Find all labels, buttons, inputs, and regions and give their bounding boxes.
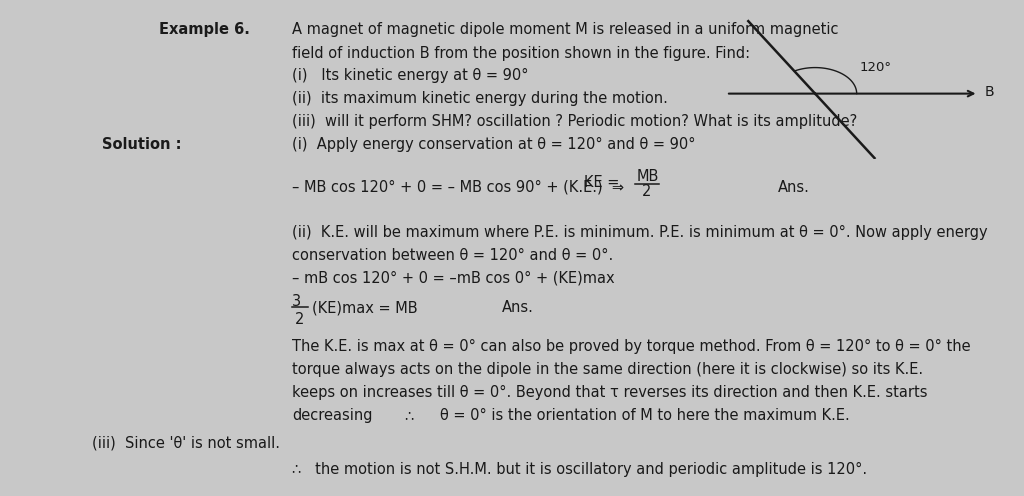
Text: field of induction B from the position shown in the figure. Find:: field of induction B from the position s… bbox=[292, 46, 750, 61]
Text: MB: MB bbox=[637, 169, 659, 184]
Text: 2: 2 bbox=[642, 184, 651, 198]
Text: (ii)  K.E. will be maximum where P.E. is minimum. P.E. is minimum at θ = 0°. Now: (ii) K.E. will be maximum where P.E. is … bbox=[292, 225, 987, 240]
Text: (iii)  Since 'θ' is not small.: (iii) Since 'θ' is not small. bbox=[92, 435, 281, 450]
Text: A magnet of magnetic dipole moment M is released in a uniform magnetic: A magnet of magnetic dipole moment M is … bbox=[292, 22, 839, 37]
Text: 3: 3 bbox=[292, 294, 301, 309]
Text: ∴: ∴ bbox=[404, 408, 414, 423]
Text: keeps on increases till θ = 0°. Beyond that τ reverses its direction and then K.: keeps on increases till θ = 0°. Beyond t… bbox=[292, 385, 928, 400]
Text: ∴   the motion is not S.H.M. but it is oscillatory and periodic amplitude is 120: ∴ the motion is not S.H.M. but it is osc… bbox=[292, 462, 867, 477]
Text: – MB cos 120° + 0 = – MB cos 90° + (K.E.)  ⇒: – MB cos 120° + 0 = – MB cos 90° + (K.E.… bbox=[292, 180, 624, 194]
Text: (ii)  its maximum kinetic energy during the motion.: (ii) its maximum kinetic energy during t… bbox=[292, 91, 668, 106]
Text: θ = 0° is the orientation of M to here the maximum K.E.: θ = 0° is the orientation of M to here t… bbox=[440, 408, 850, 423]
Text: (i)   Its kinetic energy at θ = 90°: (i) Its kinetic energy at θ = 90° bbox=[292, 68, 528, 83]
Text: conservation between θ = 120° and θ = 0°.: conservation between θ = 120° and θ = 0°… bbox=[292, 248, 613, 263]
Text: (i)  Apply energy conservation at θ = 120° and θ = 90°: (i) Apply energy conservation at θ = 120… bbox=[292, 137, 695, 152]
Text: decreasing: decreasing bbox=[292, 408, 373, 423]
Text: torque always acts on the dipole in the same direction (here it is clockwise) so: torque always acts on the dipole in the … bbox=[292, 362, 923, 377]
Text: – mB cos 120° + 0 = –mB cos 0° + (KE)max: – mB cos 120° + 0 = –mB cos 0° + (KE)max bbox=[292, 271, 614, 286]
Text: 120°: 120° bbox=[860, 61, 892, 74]
Text: The K.E. is max at θ = 0° can also be proved by torque method. From θ = 120° to : The K.E. is max at θ = 0° can also be pr… bbox=[292, 339, 971, 354]
Text: KE =: KE = bbox=[584, 175, 620, 189]
Text: B: B bbox=[984, 85, 994, 99]
Text: Ans.: Ans. bbox=[502, 300, 534, 315]
Text: (iii)  will it perform SHM? oscillation ? Periodic motion? What is its amplitude: (iii) will it perform SHM? oscillation ?… bbox=[292, 114, 857, 129]
Text: (KE)max = MB: (KE)max = MB bbox=[312, 300, 418, 315]
Text: 2: 2 bbox=[295, 312, 304, 327]
Text: Ans.: Ans. bbox=[778, 180, 810, 194]
Text: Example 6.: Example 6. bbox=[159, 22, 250, 37]
Text: Solution :: Solution : bbox=[102, 137, 182, 152]
